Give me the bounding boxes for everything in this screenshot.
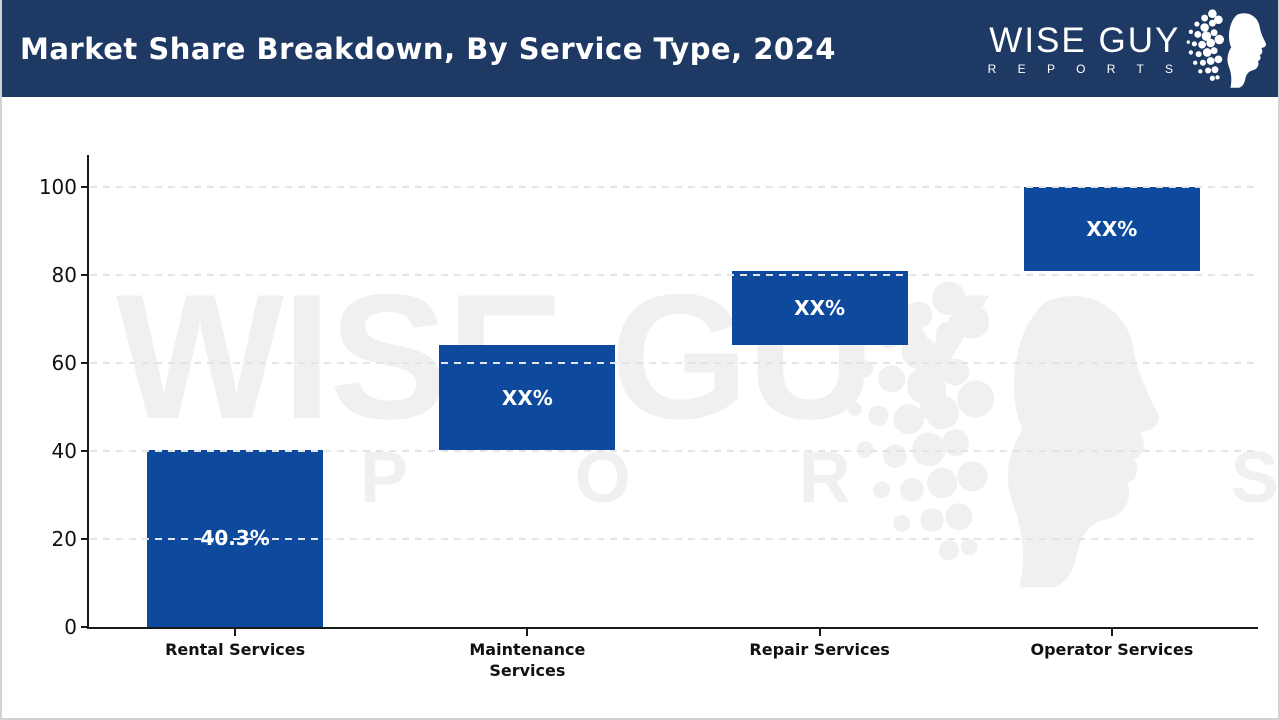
y-tick-mark: [81, 538, 89, 540]
y-tick-label: 0: [64, 615, 77, 639]
y-tick-mark: [81, 450, 89, 452]
gridline: [90, 274, 1258, 276]
y-tick-label: 40: [51, 439, 77, 463]
x-axis-line: [87, 627, 1258, 629]
x-tick-mark: [1110, 629, 1113, 636]
y-axis-line: [87, 155, 89, 629]
page-title: Market Share Breakdown, By Service Type,…: [20, 31, 836, 66]
header-bar: Market Share Breakdown, By Service Type,…: [0, 0, 1280, 97]
y-tick-mark: [81, 274, 89, 276]
bar-value-label: 40.3%: [200, 526, 270, 551]
y-tick-label: 100: [38, 175, 77, 199]
gridline: [90, 186, 1258, 188]
y-tick-label: 20: [51, 527, 77, 551]
bar-value-label: XX%: [1086, 217, 1138, 242]
brand-name: WISE GUY: [989, 21, 1181, 60]
y-tick-label: 80: [51, 263, 77, 287]
brand-face-icon: [1184, 7, 1270, 91]
brand-logo: WISE GUY R E P O R T S: [988, 0, 1270, 97]
gridline: [90, 450, 1258, 452]
x-tick-label: Operator Services: [1030, 640, 1194, 659]
bar-value-label: XX%: [501, 385, 553, 410]
y-tick-mark: [81, 186, 89, 188]
x-tick-label: Repair Services: [749, 640, 890, 659]
gridline: [90, 538, 1258, 540]
x-tick-label: Rental Services: [165, 640, 306, 659]
x-tick-mark: [526, 629, 529, 636]
bar: [1023, 187, 1200, 272]
bar-value-label: XX%: [794, 296, 846, 321]
y-tick-mark: [81, 362, 89, 364]
brand-logo-text: WISE GUY R E P O R T S: [988, 21, 1182, 76]
bar: [731, 271, 908, 346]
x-tick-mark: [234, 629, 237, 636]
brand-subtitle: R E P O R T S: [987, 62, 1182, 76]
gridline: [90, 362, 1258, 364]
x-tick-mark: [818, 629, 821, 636]
y-tick-mark: [81, 626, 89, 628]
y-tick-label: 60: [51, 351, 77, 375]
x-tick-label: Maintenance Services: [469, 640, 586, 680]
